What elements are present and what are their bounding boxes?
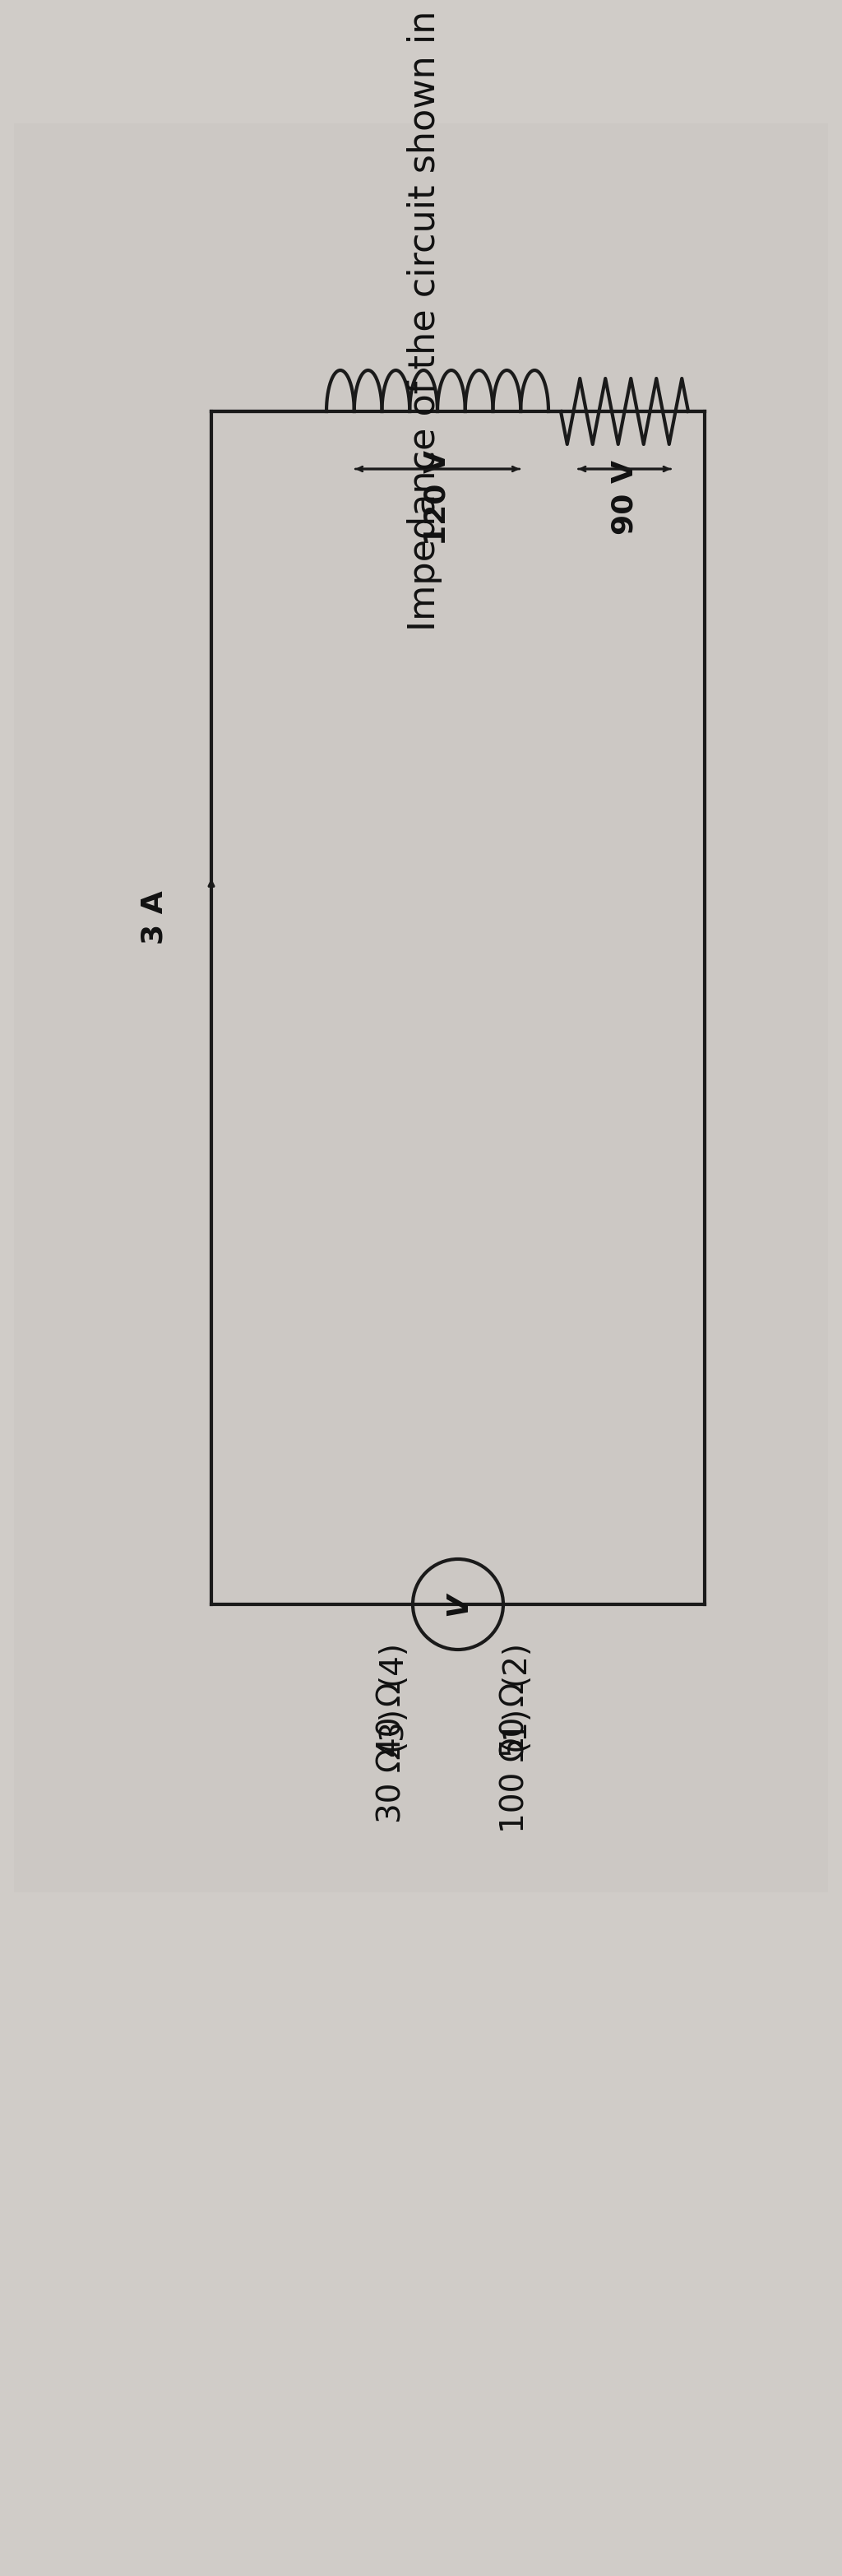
Text: 90 V: 90 V bbox=[610, 461, 638, 536]
Text: V: V bbox=[444, 1592, 472, 1615]
Text: (4): (4) bbox=[376, 1638, 408, 1685]
Text: 100 Ω: 100 Ω bbox=[500, 1736, 531, 1834]
Polygon shape bbox=[14, 124, 828, 1893]
Text: (1): (1) bbox=[500, 1705, 531, 1752]
Text: 3 A: 3 A bbox=[140, 891, 168, 945]
Text: 50 Ω: 50 Ω bbox=[500, 1682, 531, 1757]
Text: (2): (2) bbox=[500, 1638, 531, 1685]
Text: 30 Ω: 30 Ω bbox=[376, 1747, 408, 1824]
Text: 120 V: 120 V bbox=[424, 451, 451, 546]
Text: (3): (3) bbox=[376, 1705, 408, 1749]
Text: Impedance of the circuit shown in the figure is: Impedance of the circuit shown in the fi… bbox=[408, 0, 443, 631]
Text: 40 Ω: 40 Ω bbox=[376, 1682, 408, 1757]
